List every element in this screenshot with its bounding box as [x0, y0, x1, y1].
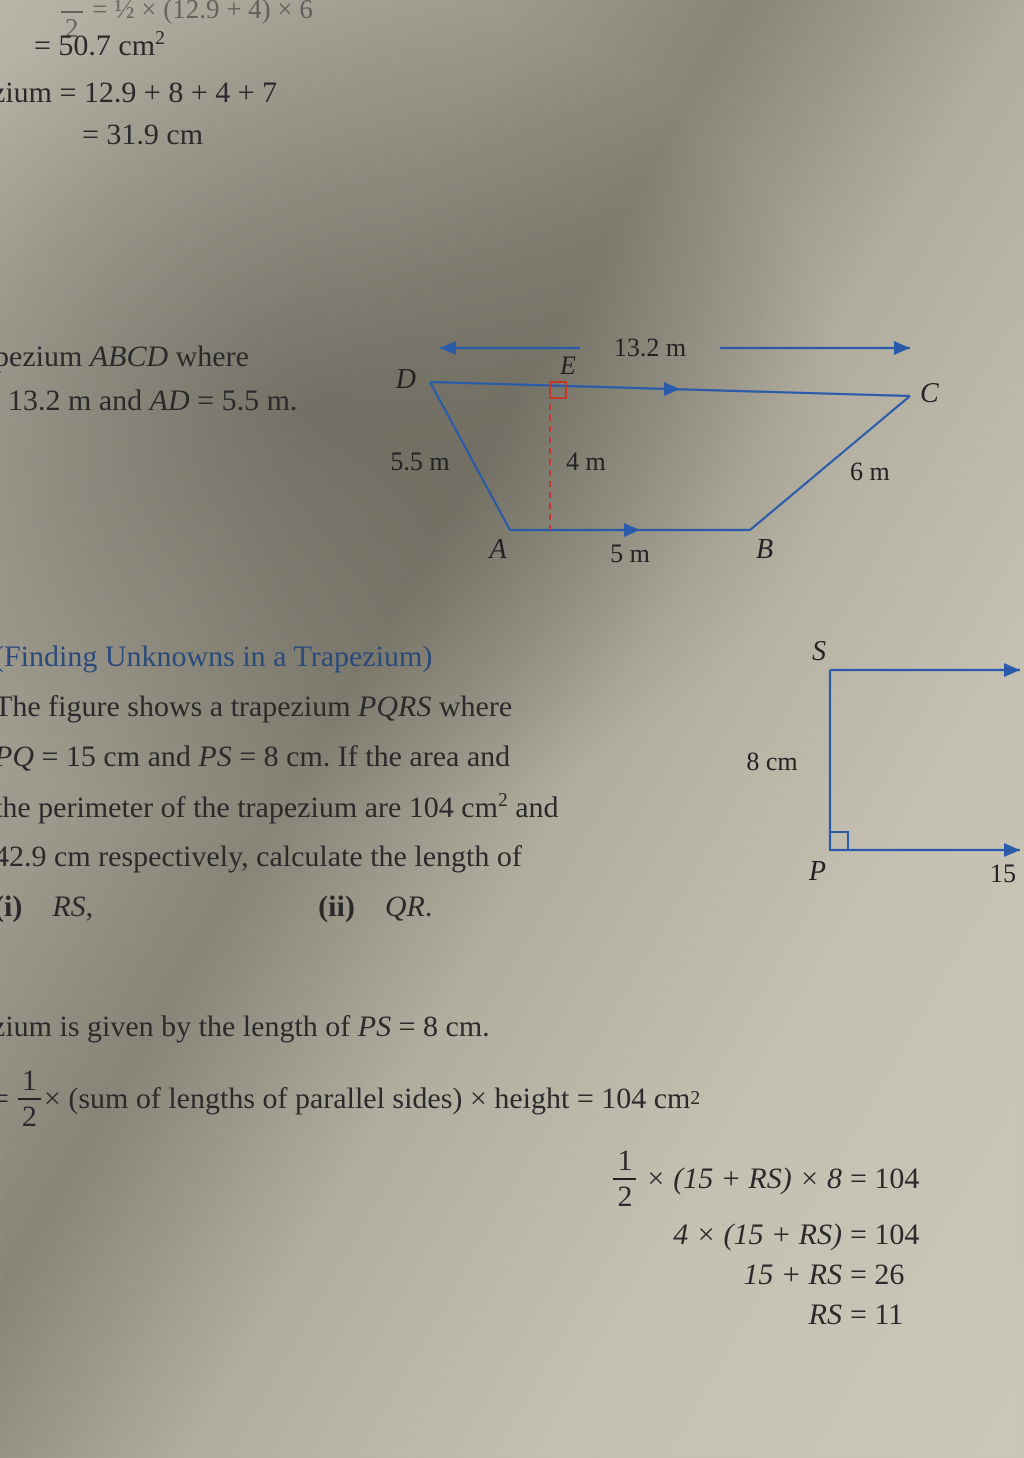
area-unit-sup: 2	[155, 28, 165, 49]
fig-b-PS: 8 cm	[746, 747, 797, 776]
pb-ps: PS	[198, 740, 231, 773]
fig-b-S: S	[812, 636, 826, 667]
problem-b-p3: the perimeter of the trapezium are 104 c…	[0, 790, 559, 825]
problem-b-p1: The figure shows a trapezium PQRS where	[0, 690, 512, 724]
item-ii-value: QR	[385, 890, 425, 923]
trapezium-abcd-figure: 13.2 m D E C A B 5.5 m 4 m 6 m 5 m	[380, 330, 940, 590]
fig-a-E: E	[559, 351, 576, 380]
calc-area-result: = 50.7 cm2	[34, 28, 165, 63]
problem-a-line1: pezium ABCD where	[0, 340, 249, 374]
eq-row-4: RS = 11	[330, 1298, 930, 1332]
pb-p3sup: 2	[498, 790, 508, 811]
pb-p2b: = 8 cm. If the area and	[232, 740, 510, 773]
fig-a-C: C	[920, 378, 939, 409]
fig-a-A: A	[487, 534, 507, 565]
solution-l2: = 12 × (sum of lengths of parallel sides…	[0, 1066, 700, 1132]
sol-l1a: zium is given by the length of	[0, 1010, 358, 1043]
eq3-lhs: 15 + RS	[582, 1258, 842, 1292]
eq1-rhs: = 104	[850, 1162, 930, 1196]
area-value: = 50.7 cm	[34, 29, 155, 62]
perimeter-sum: zium = 12.9 + 8 + 4 + 7	[0, 76, 277, 110]
solution-l1: zium is given by the length of PS = 8 cm…	[0, 1010, 490, 1044]
fig-a-AB: 5 m	[610, 539, 650, 568]
eq-row-2: 4 × (15 + RS) = 104	[330, 1218, 930, 1252]
eq4-lhs: RS	[582, 1298, 842, 1332]
problem-a-l2-c: = 5.5 m.	[190, 384, 298, 417]
item-ii-label: (ii)	[318, 890, 355, 923]
sol-l2-sup: 2	[690, 1088, 700, 1110]
pb-pqrs: PQRS	[358, 690, 431, 723]
problem-a-ad: AD	[150, 384, 190, 417]
problem-b-items: (i) RS, (ii) QR.	[0, 890, 432, 924]
eq3-rhs: = 26	[850, 1258, 930, 1292]
problem-a-l2-a: 13.2 m and	[8, 384, 150, 417]
page: 2 = ½ × (12.9 + 4) × 6 = 50.7 cm2 zium =…	[0, 0, 1024, 1458]
problem-a-abcd: ABCD	[90, 340, 168, 373]
eq-row-1: 12 × (15 + RS) × 8 = 104	[330, 1146, 930, 1212]
fig-a-B: B	[756, 534, 773, 565]
sol-l1c: = 8 cm.	[391, 1010, 490, 1043]
eq2-rhs: = 104	[850, 1218, 930, 1252]
problem-b-heading: (Finding Unknowns in a Trapezium)	[0, 640, 432, 674]
fig-b-PQ: 15	[990, 859, 1016, 888]
problem-a-line2: 13.2 m and AD = 5.5 m.	[8, 384, 297, 418]
problem-b-p4: 42.9 cm respectively, calculate the leng…	[0, 840, 522, 874]
fig-a-top-label: 13.2 m	[614, 333, 686, 362]
sol-l1-ps: PS	[358, 1010, 391, 1043]
fig-b-P: P	[808, 856, 826, 887]
eq4-rhs: = 11	[850, 1298, 930, 1332]
item-i-label: (i)	[0, 890, 22, 923]
pb-pq: PQ	[0, 740, 34, 773]
item-i-value: RS	[52, 890, 85, 923]
fig-a-D: D	[395, 364, 416, 395]
problem-b-p2: PQ = 15 cm and PS = 8 cm. If the area an…	[0, 740, 510, 774]
problem-a-l1-a: pezium	[0, 340, 90, 373]
pb-p1c: where	[431, 690, 512, 723]
eq1-lhs: × (15 + RS) × 8	[645, 1162, 842, 1196]
trapezium-pqrs-figure: S P 8 cm 15	[790, 630, 1024, 910]
fig-a-BC: 6 m	[850, 457, 890, 486]
fig-a-DA: 5.5 m	[390, 447, 449, 476]
perimeter-result: = 31.9 cm	[82, 118, 203, 152]
pb-p2a: = 15 cm and	[34, 740, 198, 773]
pb-p3a: the perimeter of the trapezium are 104 c…	[0, 791, 498, 824]
calc-line-0-text: = ½ × (12.9 + 4) × 6	[92, 0, 313, 24]
sol-l2-text: × (sum of lengths of parallel sides) × h…	[44, 1082, 690, 1116]
eq2-lhs: 4 × (15 + RS)	[582, 1218, 842, 1252]
problem-a-l1-c: where	[168, 340, 249, 373]
eq-row-3: 15 + RS = 26	[330, 1258, 930, 1292]
pb-p3b: and	[508, 791, 559, 824]
equation-block: 12 × (15 + RS) × 8 = 104 4 × (15 + RS) =…	[330, 1140, 930, 1338]
fig-a-height: 4 m	[566, 447, 606, 476]
pb-p1a: The figure shows a trapezium	[0, 690, 358, 723]
